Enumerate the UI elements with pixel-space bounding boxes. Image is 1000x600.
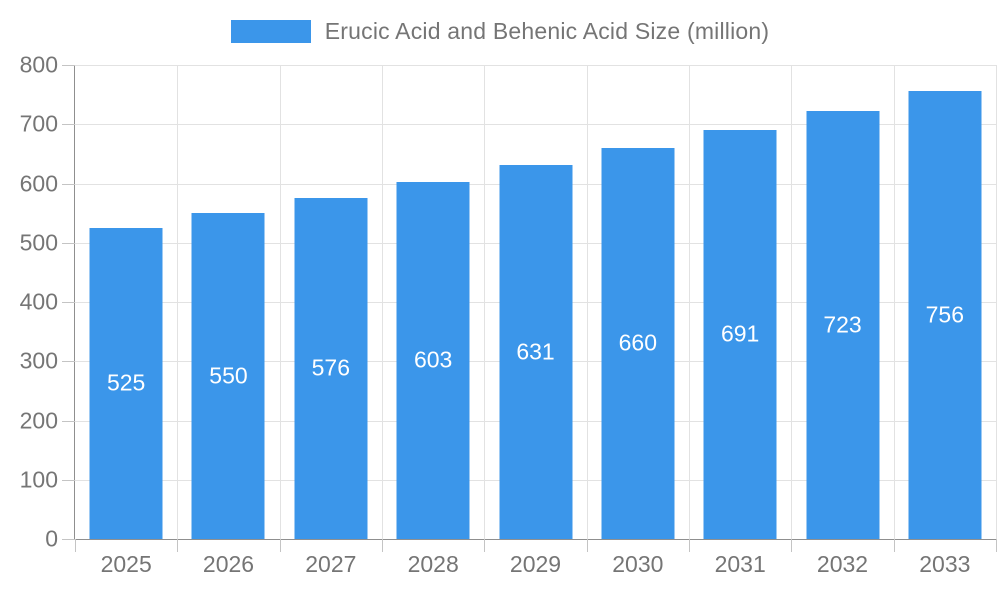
bar[interactable]: 660 bbox=[601, 147, 675, 539]
x-axis-tick bbox=[586, 539, 588, 552]
y-axis-tick bbox=[62, 539, 75, 540]
y-axis-label: 300 bbox=[19, 347, 58, 374]
grid-line-vertical bbox=[381, 65, 383, 539]
x-axis-tick bbox=[996, 539, 997, 552]
bar[interactable]: 631 bbox=[499, 165, 572, 539]
legend-swatch bbox=[230, 20, 311, 44]
bar[interactable]: 603 bbox=[396, 181, 470, 539]
bar-value-label: 660 bbox=[618, 329, 658, 356]
y-axis-tick bbox=[62, 183, 75, 185]
grid-line-vertical bbox=[279, 65, 281, 539]
grid-line-vertical bbox=[688, 65, 690, 539]
bar-value-label: 603 bbox=[413, 346, 453, 373]
x-axis-label: 2033 bbox=[919, 551, 971, 577]
x-axis-tick bbox=[688, 539, 690, 552]
y-axis-tick bbox=[62, 242, 75, 244]
grid-line-vertical bbox=[484, 65, 486, 539]
x-axis-label: 2026 bbox=[202, 551, 255, 577]
bar[interactable]: 756 bbox=[908, 91, 982, 539]
x-axis-label: 2027 bbox=[305, 551, 357, 577]
x-axis-label: 2025 bbox=[100, 551, 152, 577]
plot-area: 0 100 200 300 400 500 600 700 800 525 2025 550 2026 5… bbox=[20, 52, 997, 577]
bar-value-label: 723 bbox=[823, 311, 862, 338]
bar-value-label: 631 bbox=[516, 338, 555, 365]
grid-line-vertical bbox=[996, 65, 997, 539]
x-axis-tick bbox=[893, 539, 895, 552]
bar-value-label: 550 bbox=[209, 362, 248, 389]
y-axis-tick bbox=[62, 124, 75, 126]
bar-value-label: 691 bbox=[720, 320, 760, 347]
bar-value-label: 576 bbox=[311, 354, 351, 381]
x-axis-tick bbox=[484, 539, 486, 552]
x-axis-label: 2032 bbox=[816, 551, 869, 577]
y-axis-label: 500 bbox=[19, 229, 58, 256]
y-axis-tick bbox=[62, 65, 75, 66]
y-axis-label: 800 bbox=[19, 51, 58, 78]
bar-value-label: 756 bbox=[925, 301, 965, 328]
x-axis-label: 2031 bbox=[714, 551, 766, 577]
bar[interactable]: 576 bbox=[294, 197, 368, 539]
bar-value-label: 525 bbox=[106, 369, 146, 396]
grid-line-vertical bbox=[893, 65, 895, 539]
x-axis-label: 2030 bbox=[612, 551, 664, 577]
bar[interactable]: 691 bbox=[703, 129, 777, 539]
legend-label: Erucic Acid and Behenic Acid Size (milli… bbox=[324, 18, 770, 44]
y-axis-label: 400 bbox=[19, 288, 58, 315]
x-axis-tick bbox=[381, 539, 383, 552]
x-axis-tick bbox=[177, 539, 179, 552]
y-axis-tick bbox=[62, 420, 75, 422]
y-axis-label: 200 bbox=[19, 407, 58, 433]
y-axis-label: 100 bbox=[19, 466, 58, 493]
legend[interactable]: Erucic Acid and Behenic Acid Size (milli… bbox=[0, 18, 1000, 46]
bar[interactable]: 550 bbox=[191, 213, 265, 539]
y-axis-tick bbox=[62, 479, 75, 481]
y-axis-label: 0 bbox=[45, 525, 58, 552]
bar[interactable]: 525 bbox=[89, 227, 163, 539]
bar[interactable]: 723 bbox=[806, 110, 879, 539]
y-axis-tick bbox=[62, 361, 75, 363]
x-axis-tick bbox=[75, 539, 76, 552]
x-axis-tick bbox=[279, 539, 281, 552]
grid-line-vertical bbox=[791, 65, 793, 539]
x-axis-label: 2028 bbox=[407, 551, 459, 577]
y-axis-tick bbox=[62, 302, 75, 303]
grid-line-horizontal bbox=[75, 124, 996, 126]
grid-line-vertical bbox=[586, 65, 588, 539]
grid-line-horizontal bbox=[75, 65, 996, 66]
x-axis-label: 2029 bbox=[509, 551, 562, 577]
y-axis-label: 600 bbox=[19, 170, 58, 196]
grid-line-vertical bbox=[177, 65, 179, 539]
y-axis-label: 700 bbox=[19, 110, 58, 137]
x-axis-tick bbox=[791, 539, 793, 552]
